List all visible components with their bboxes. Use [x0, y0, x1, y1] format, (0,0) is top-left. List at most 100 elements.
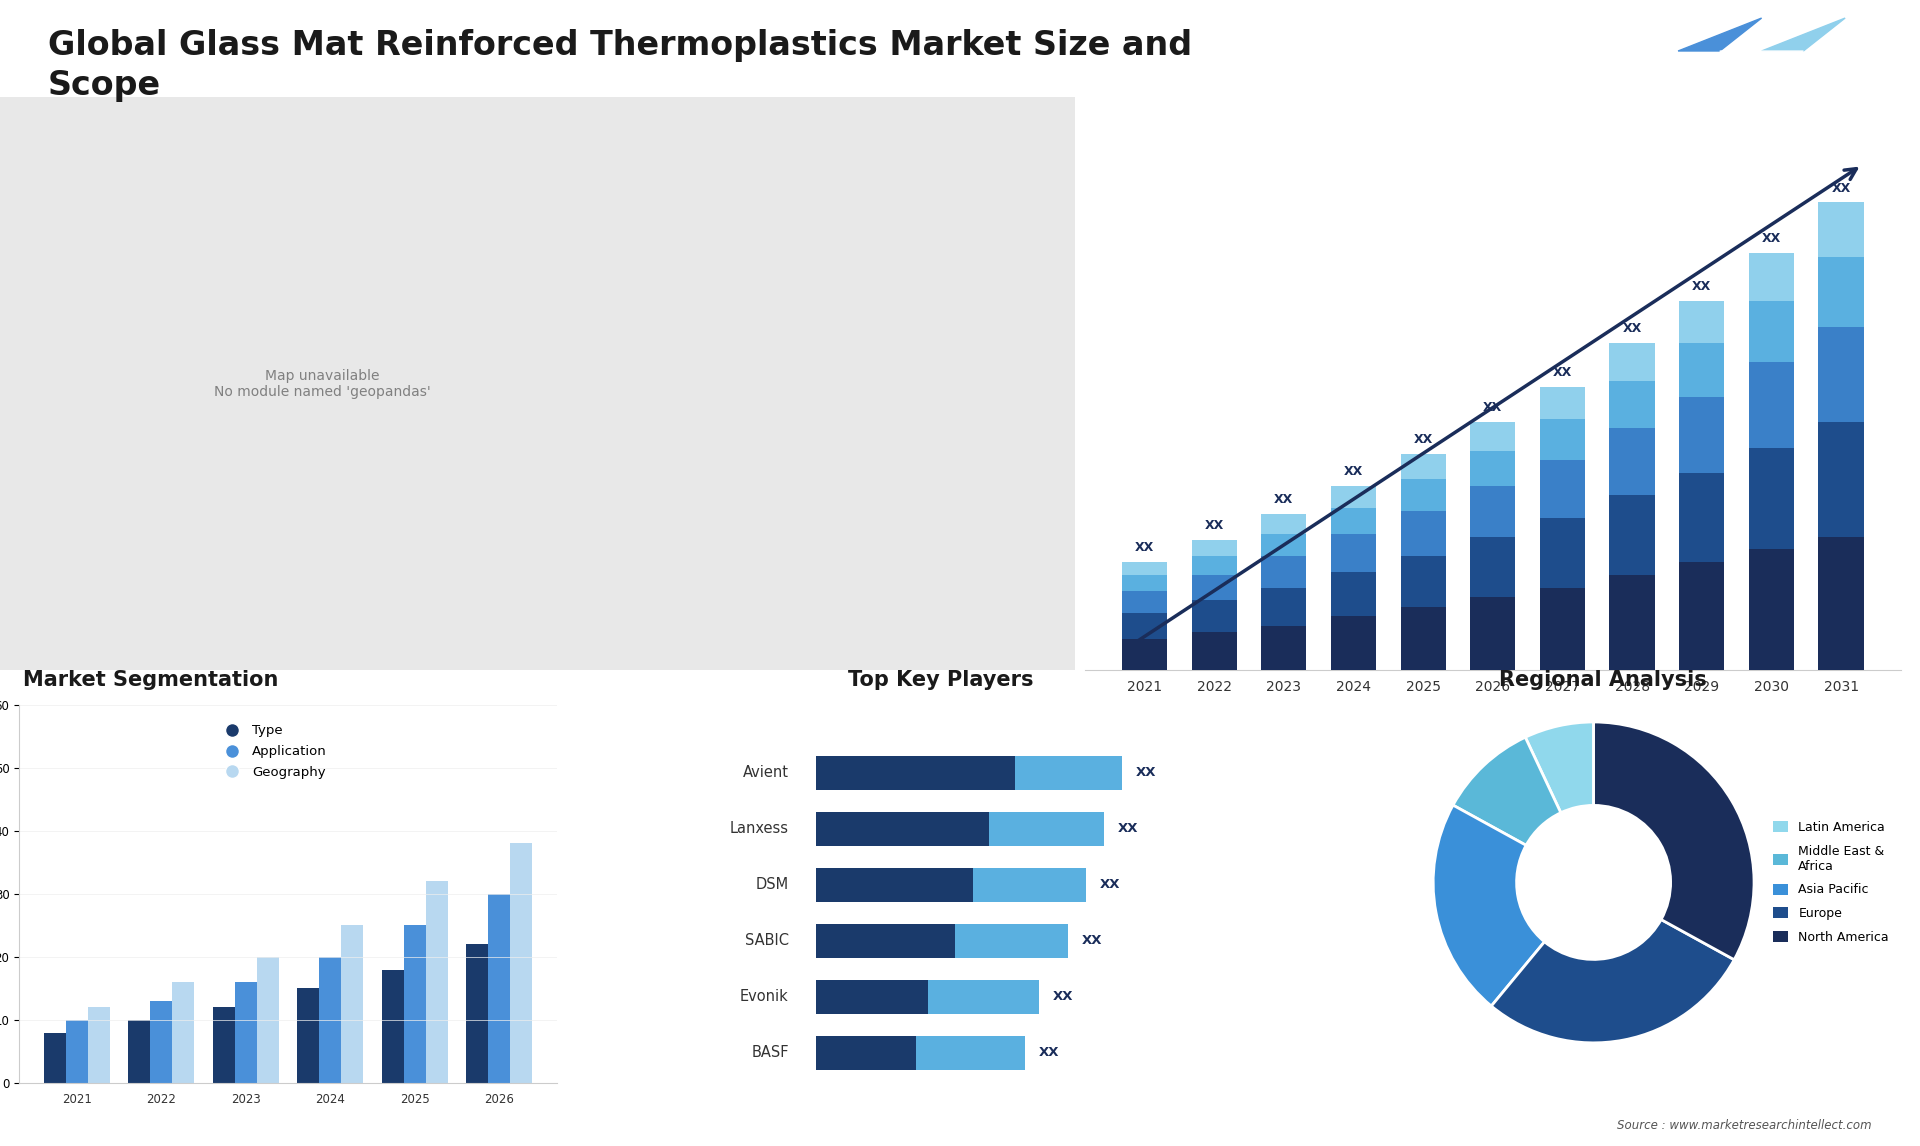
Bar — [1540, 461, 1586, 518]
Wedge shape — [1594, 722, 1755, 959]
Bar — [1540, 518, 1586, 588]
Bar — [1818, 203, 1864, 257]
Text: XX: XX — [1100, 878, 1119, 892]
Bar — [382, 970, 403, 1083]
Text: XX: XX — [1204, 519, 1223, 532]
Bar — [1261, 588, 1306, 626]
Bar — [488, 894, 511, 1083]
Text: Source : www.marketresearchintellect.com: Source : www.marketresearchintellect.com — [1617, 1120, 1872, 1132]
Bar — [1192, 633, 1236, 670]
Bar — [1471, 450, 1515, 486]
Text: SABIC: SABIC — [745, 933, 789, 948]
Bar — [1818, 257, 1864, 327]
Bar — [1471, 597, 1515, 670]
Text: Evonik: Evonik — [739, 989, 789, 1004]
Bar — [44, 1033, 65, 1083]
Bar — [1331, 486, 1377, 508]
Bar — [1609, 495, 1655, 575]
Bar — [1400, 606, 1446, 670]
Bar — [1818, 327, 1864, 422]
Wedge shape — [1453, 737, 1561, 846]
Text: XX: XX — [1692, 280, 1711, 293]
Bar — [1749, 253, 1793, 301]
Bar — [1400, 454, 1446, 479]
Bar — [88, 1007, 109, 1083]
Bar — [213, 1007, 234, 1083]
Text: XX: XX — [1081, 934, 1102, 948]
Bar — [1400, 479, 1446, 511]
Bar — [1192, 540, 1236, 556]
Text: XX: XX — [1832, 181, 1851, 195]
Bar — [816, 1036, 916, 1069]
Bar — [1261, 626, 1306, 670]
Bar — [1261, 515, 1306, 534]
Bar — [1400, 556, 1446, 606]
Bar — [1749, 362, 1793, 448]
Bar — [1331, 534, 1377, 572]
Bar — [1609, 380, 1655, 429]
Text: MARKET: MARKET — [1740, 93, 1784, 102]
Bar — [1471, 486, 1515, 536]
Text: XX: XX — [1482, 401, 1503, 414]
Bar — [150, 1002, 173, 1083]
Bar — [1609, 429, 1655, 495]
Text: Global Glass Mat Reinforced Thermoplastics Market Size and
Scope: Global Glass Mat Reinforced Thermoplasti… — [48, 29, 1192, 102]
Bar — [816, 811, 989, 846]
Bar — [954, 924, 1068, 958]
Bar — [1471, 422, 1515, 450]
Bar — [173, 982, 194, 1083]
Bar — [1680, 473, 1724, 563]
Bar — [1540, 387, 1586, 419]
Bar — [65, 1020, 88, 1083]
Text: XX: XX — [1039, 1046, 1060, 1059]
Wedge shape — [1492, 919, 1734, 1043]
Bar — [816, 756, 1016, 790]
Bar — [1121, 575, 1167, 591]
Polygon shape — [1720, 52, 1803, 84]
Bar — [927, 980, 1039, 1014]
Bar — [298, 988, 319, 1083]
Bar — [1121, 613, 1167, 638]
Bar — [1680, 563, 1724, 670]
Legend: Latin America, Middle East &
Africa, Asia Pacific, Europe, North America: Latin America, Middle East & Africa, Asi… — [1768, 816, 1893, 949]
Bar — [1261, 556, 1306, 588]
Bar — [989, 811, 1104, 846]
Text: INTELLECT: INTELLECT — [1734, 123, 1789, 131]
Text: Top Key Players: Top Key Players — [849, 670, 1033, 690]
Bar — [342, 926, 363, 1083]
Bar — [1192, 575, 1236, 601]
Bar — [257, 957, 278, 1083]
Legend: Type, Application, Geography: Type, Application, Geography — [213, 719, 332, 784]
Text: DSM: DSM — [756, 878, 789, 893]
Text: XX: XX — [1117, 823, 1139, 835]
Bar — [1818, 536, 1864, 670]
Bar — [1749, 549, 1793, 670]
Text: XX: XX — [1275, 494, 1294, 507]
Bar — [1400, 511, 1446, 556]
Bar — [1121, 638, 1167, 670]
Text: XX: XX — [1413, 433, 1432, 446]
Bar — [1680, 343, 1724, 397]
Bar — [426, 881, 447, 1083]
Bar — [1121, 591, 1167, 613]
Bar — [511, 843, 532, 1083]
Text: Avient: Avient — [743, 766, 789, 780]
Bar — [1749, 448, 1793, 549]
Bar — [1680, 301, 1724, 343]
Text: Map unavailable
No module named 'geopandas': Map unavailable No module named 'geopand… — [215, 369, 430, 399]
Bar — [1540, 588, 1586, 670]
Bar — [1331, 508, 1377, 534]
Text: XX: XX — [1553, 366, 1572, 379]
Bar — [1609, 343, 1655, 380]
Bar — [816, 980, 927, 1014]
Text: XX: XX — [1344, 465, 1363, 478]
Bar — [467, 944, 488, 1083]
Wedge shape — [1432, 806, 1544, 1006]
Text: XX: XX — [1052, 990, 1073, 1003]
Text: RESEARCH: RESEARCH — [1736, 108, 1788, 117]
Bar — [403, 926, 426, 1083]
Text: XX: XX — [1135, 541, 1154, 555]
Polygon shape — [1678, 18, 1763, 52]
Bar — [1261, 534, 1306, 556]
Wedge shape — [1524, 722, 1594, 813]
